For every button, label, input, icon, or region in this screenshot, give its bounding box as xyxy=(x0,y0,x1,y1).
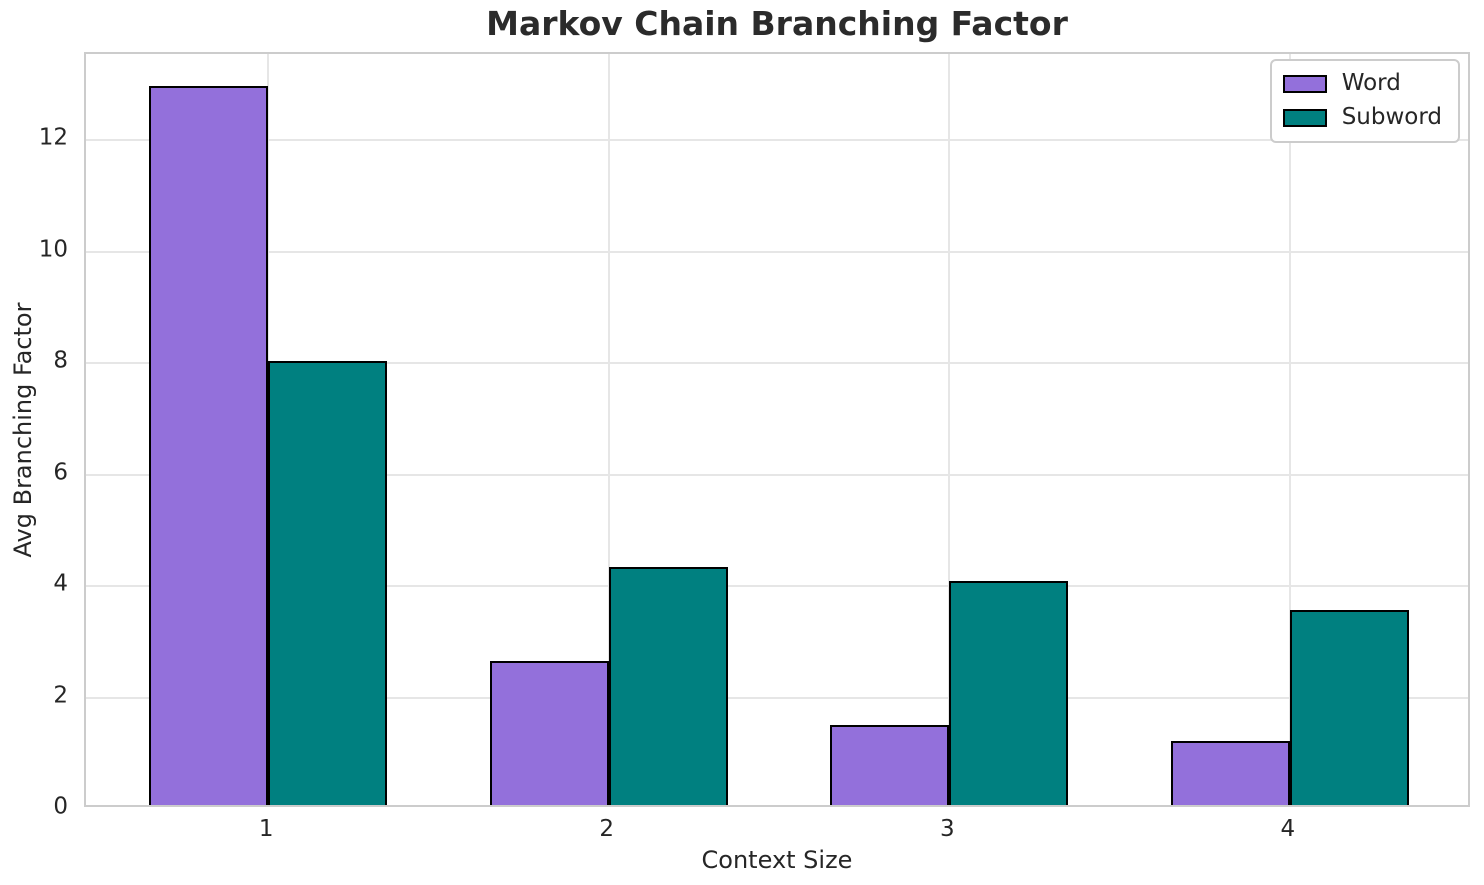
y-tick-label: 8 xyxy=(53,347,68,374)
y-gridline xyxy=(86,473,1468,476)
bar-subword-4 xyxy=(1289,609,1409,805)
x-axis-label: Context Size xyxy=(701,846,853,874)
y-gridline xyxy=(86,585,1468,588)
legend: Word Subword xyxy=(1269,59,1460,143)
chart-title: Markov Chain Branching Factor xyxy=(486,4,1068,43)
x-gridline xyxy=(948,54,951,805)
x-tick-label: 3 xyxy=(939,816,955,842)
bar-word-4 xyxy=(1170,741,1290,805)
legend-item-word: Word xyxy=(1282,70,1442,96)
x-tick-label: 4 xyxy=(1280,816,1296,842)
plot-area xyxy=(84,52,1470,807)
y-tick-label: 4 xyxy=(53,570,68,597)
legend-label-word: Word xyxy=(1341,70,1401,96)
x-gridline xyxy=(1288,54,1291,805)
y-axis-label: Avg Branching Factor xyxy=(9,302,37,558)
y-tick-label: 6 xyxy=(53,459,68,486)
x-tick-label: 2 xyxy=(599,816,615,842)
subword-swatch xyxy=(1282,108,1327,127)
y-gridline xyxy=(86,362,1468,365)
y-gridline xyxy=(86,250,1468,253)
y-tick-label: 0 xyxy=(53,793,68,820)
bar-subword-2 xyxy=(608,567,728,805)
x-gridline xyxy=(607,54,610,805)
legend-item-subword: Subword xyxy=(1282,104,1442,131)
bar-word-3 xyxy=(830,725,950,805)
bar-word-2 xyxy=(489,661,609,805)
y-gridline xyxy=(86,139,1468,142)
y-tick-label: 10 xyxy=(38,236,68,263)
bar-word-1 xyxy=(149,86,269,805)
bar-subword-3 xyxy=(949,581,1069,805)
y-gridline xyxy=(86,696,1468,699)
bar-subword-1 xyxy=(268,361,388,805)
legend-label-subword: Subword xyxy=(1341,104,1442,131)
y-tick-label: 2 xyxy=(53,682,68,709)
word-swatch xyxy=(1282,74,1327,93)
y-tick-label: 12 xyxy=(38,124,68,151)
x-tick-label: 1 xyxy=(258,816,274,842)
